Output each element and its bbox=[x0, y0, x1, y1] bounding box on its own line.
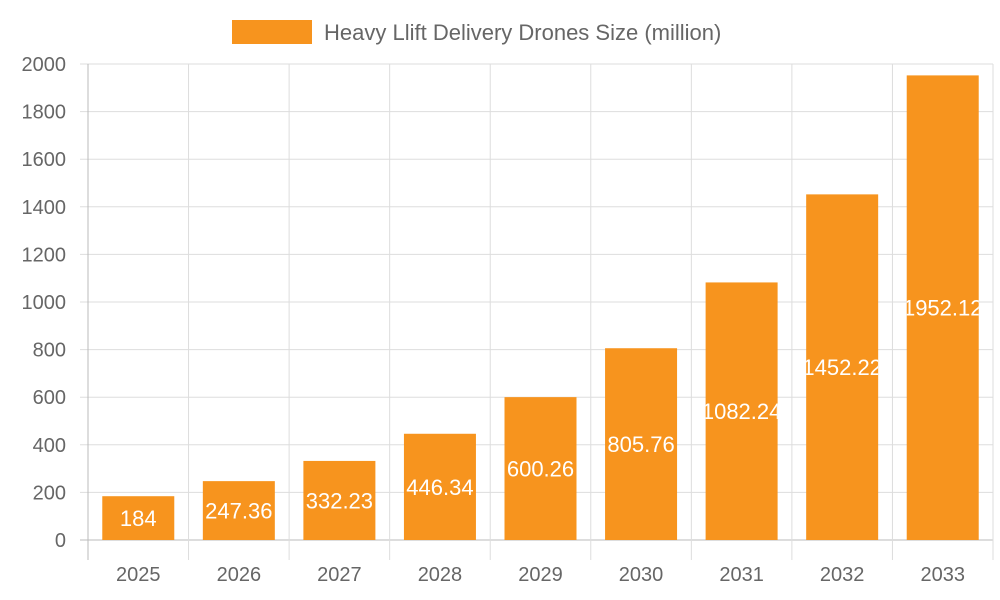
x-tick-label: 2032 bbox=[820, 564, 865, 586]
x-tick-label: 2033 bbox=[920, 564, 965, 586]
legend-label: Heavy Llift Delivery Drones Size (millio… bbox=[324, 20, 721, 45]
bars: 184 247.36 332.23 446.34 600.26 805.76 1082.24… bbox=[102, 75, 983, 540]
data-label: 1952.12 bbox=[903, 296, 983, 321]
y-tick-label: 400 bbox=[33, 435, 66, 457]
data-label: 184 bbox=[120, 506, 157, 531]
y-tick-label: 200 bbox=[33, 482, 66, 504]
y-axis-ticks: 0 200 400 600 800 1000 1200 1400 1600 1800 2000 bbox=[22, 54, 67, 552]
bar-2025[interactable] bbox=[102, 496, 175, 540]
bar-2028[interactable] bbox=[403, 433, 476, 540]
x-tick-label: 2030 bbox=[619, 564, 664, 586]
x-tick-label: 2025 bbox=[116, 564, 161, 586]
bar-2033[interactable] bbox=[906, 75, 979, 540]
data-label: 332.23 bbox=[306, 488, 373, 513]
y-tick-label: 1800 bbox=[22, 102, 67, 124]
y-tick-label: 1200 bbox=[22, 244, 67, 266]
x-tick-label: 2029 bbox=[518, 564, 563, 586]
y-tick-label: 800 bbox=[33, 340, 66, 362]
x-axis-ticks: 2025 2026 2027 2028 2029 2030 2031 2032 2033 bbox=[116, 564, 965, 586]
bar-2026[interactable] bbox=[202, 481, 275, 540]
y-tick-label: 1600 bbox=[22, 149, 67, 171]
x-tick-label: 2026 bbox=[217, 564, 262, 586]
y-tick-label: 600 bbox=[33, 387, 66, 409]
x-tick-label: 2027 bbox=[317, 564, 362, 586]
bar-2032[interactable] bbox=[806, 194, 879, 540]
legend[interactable]: Heavy Llift Delivery Drones Size (millio… bbox=[232, 20, 721, 45]
y-tick-label: 2000 bbox=[22, 54, 67, 76]
bar-2029[interactable] bbox=[504, 397, 577, 540]
x-tick-label: 2028 bbox=[418, 564, 463, 586]
x-tick-label: 2031 bbox=[719, 564, 764, 586]
bar-2027[interactable] bbox=[303, 460, 376, 540]
y-tick-label: 1000 bbox=[22, 292, 67, 314]
data-label: 805.76 bbox=[607, 432, 674, 457]
data-label: 1452.22 bbox=[802, 355, 882, 380]
bar-2030[interactable] bbox=[605, 348, 678, 540]
data-label: 247.36 bbox=[205, 499, 272, 524]
gridlines bbox=[80, 63, 994, 560]
bar-2031[interactable] bbox=[705, 282, 778, 540]
y-tick-label: 1400 bbox=[22, 197, 67, 219]
legend-swatch bbox=[232, 20, 312, 44]
y-tick-label: 0 bbox=[55, 530, 66, 552]
data-label: 600.26 bbox=[507, 457, 574, 482]
data-label: 446.34 bbox=[406, 475, 473, 500]
data-label: 1082.24 bbox=[702, 399, 782, 424]
